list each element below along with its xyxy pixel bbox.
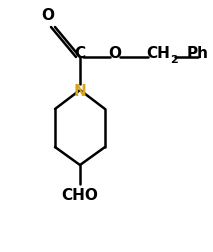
Text: 2: 2	[170, 55, 178, 65]
Text: O: O	[108, 45, 121, 60]
Text: CHO: CHO	[62, 187, 98, 202]
Text: Ph: Ph	[187, 45, 209, 60]
Text: C: C	[74, 45, 86, 60]
Text: CH: CH	[146, 45, 170, 60]
Text: N: N	[74, 83, 86, 98]
Text: O: O	[42, 8, 55, 22]
